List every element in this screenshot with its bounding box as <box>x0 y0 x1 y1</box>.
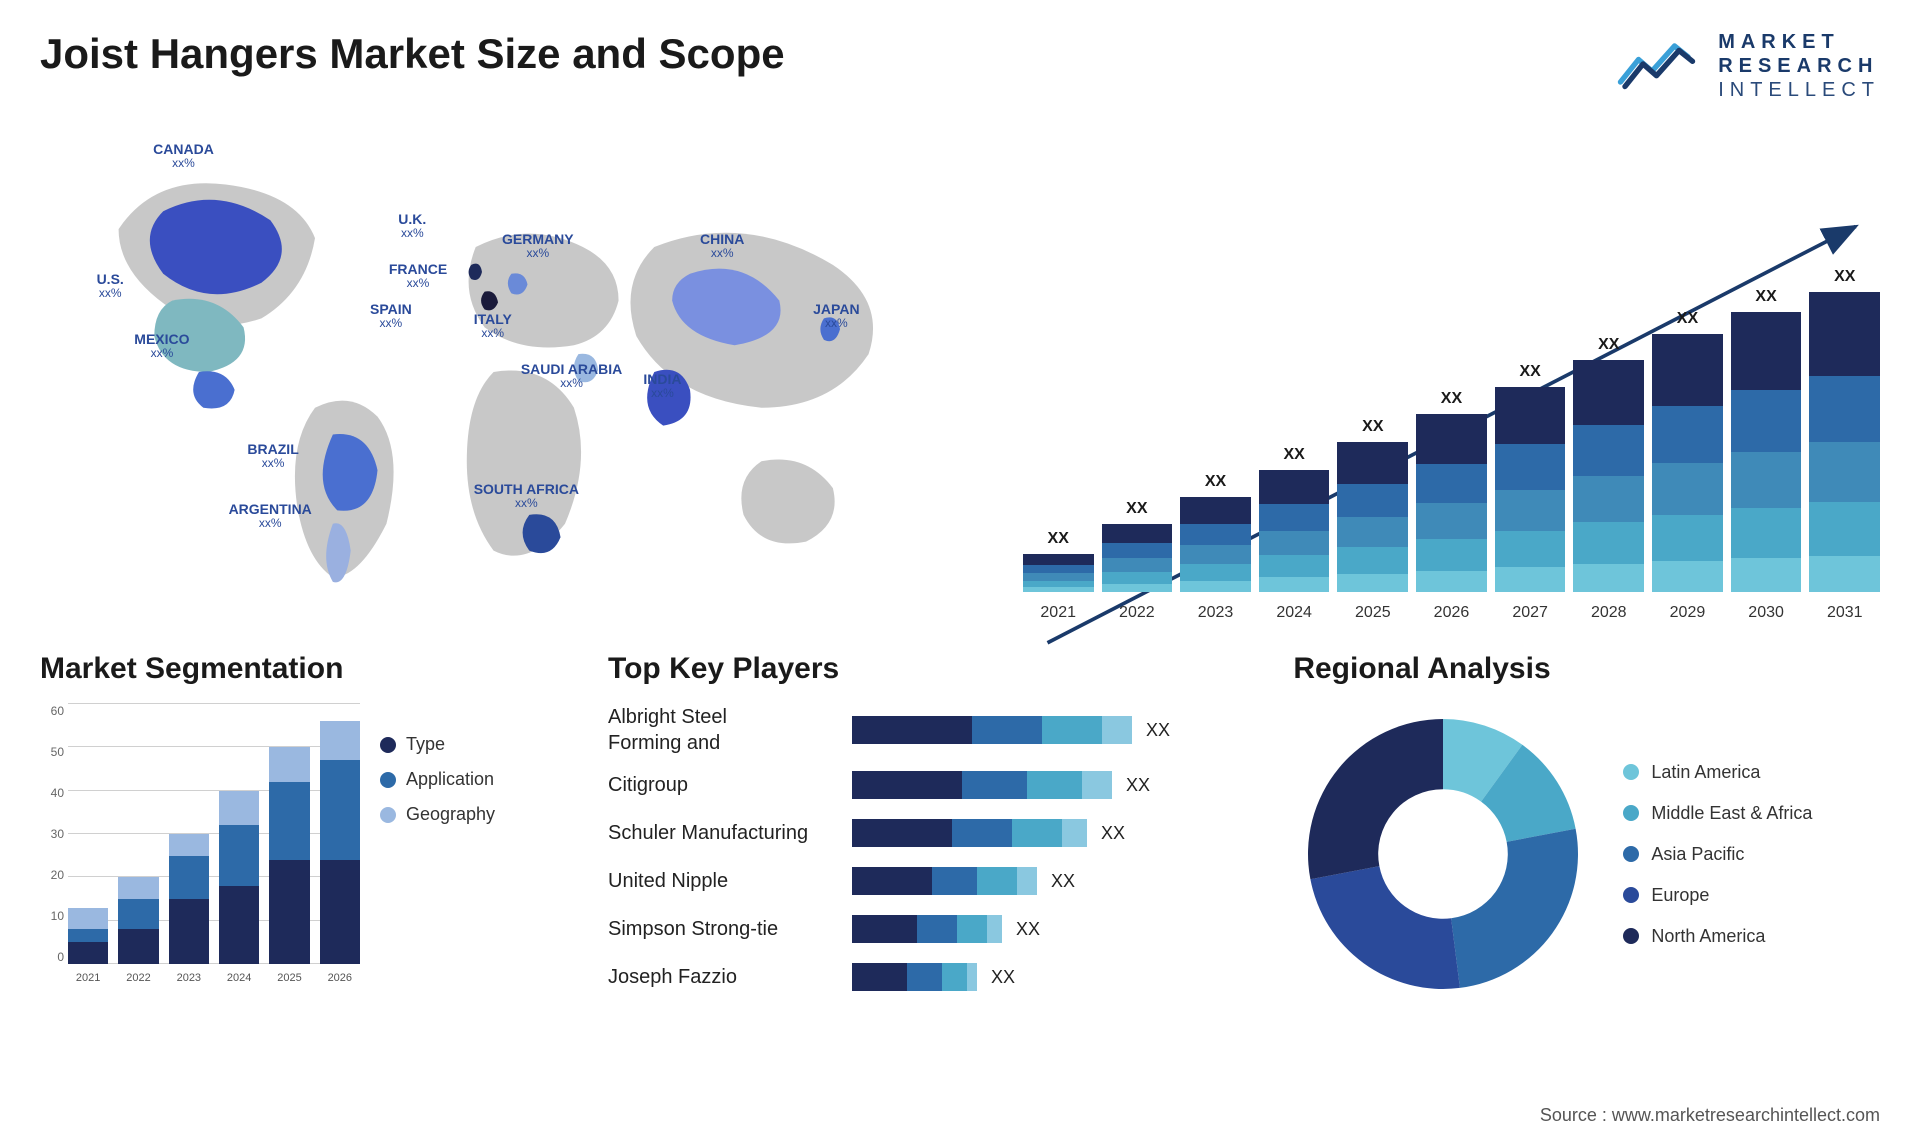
map-country-label: CHINAxx% <box>700 232 744 261</box>
player-row: Joseph FazzioXX <box>608 958 1253 996</box>
brand-logo: MARKET RESEARCH INTELLECT <box>1616 30 1880 102</box>
map-country-label: SOUTH AFRICAxx% <box>474 482 579 511</box>
map-country-label: CANADAxx% <box>153 142 214 171</box>
map-country-label: U.S.xx% <box>97 272 124 301</box>
regional-title: Regional Analysis <box>1293 652 1880 686</box>
growth-bar: XX <box>1731 288 1802 592</box>
logo-line3: INTELLECT <box>1718 78 1880 102</box>
player-row: Schuler ManufacturingXX <box>608 814 1253 852</box>
map-country-label: SAUDI ARABIAxx% <box>521 362 622 391</box>
legend-item: North America <box>1623 926 1812 947</box>
map-country-label: GERMANYxx% <box>502 232 574 261</box>
map-country-label: ARGENTINAxx% <box>229 502 312 531</box>
segmentation-legend: Type Application Geography <box>380 704 495 984</box>
growth-bar: XX <box>1102 500 1173 592</box>
logo-line1: MARKET <box>1718 30 1880 54</box>
legend-item: Latin America <box>1623 762 1812 783</box>
legend-item: Europe <box>1623 885 1812 906</box>
legend-item: Middle East & Africa <box>1623 803 1812 824</box>
source-attribution: Source : www.marketresearchintellect.com <box>1540 1105 1880 1126</box>
player-row: Albright SteelForming andXX <box>608 704 1253 756</box>
growth-bar: XX <box>1573 336 1644 592</box>
segmentation-title: Market Segmentation <box>40 652 568 686</box>
regional-donut: Latin America Middle East & Africa Asia Pa… <box>1293 704 1880 1004</box>
growth-bar: XX <box>1337 418 1408 592</box>
logo-mark-icon <box>1616 34 1706 99</box>
map-country-label: BRAZILxx% <box>247 442 298 471</box>
growth-bar: XX <box>1259 446 1330 592</box>
map-country-label: INDIAxx% <box>643 372 681 401</box>
donut-slice <box>1308 719 1443 879</box>
player-row: Simpson Strong-tieXX <box>608 910 1253 948</box>
growth-bar: XX <box>1416 390 1487 592</box>
player-row: United NippleXX <box>608 862 1253 900</box>
world-map-icon <box>40 122 983 622</box>
map-country-label: JAPANxx% <box>813 302 859 331</box>
logo-line2: RESEARCH <box>1718 54 1880 78</box>
segmentation-bar <box>219 791 259 964</box>
segmentation-chart: 0102030405060 202120222023202420252026 T… <box>40 704 568 984</box>
growth-bar: XX <box>1652 310 1723 592</box>
map-country-label: FRANCExx% <box>389 262 447 291</box>
growth-chart-panel: XXXXXXXXXXXXXXXXXXXXXX 20212022202320242… <box>1023 122 1880 622</box>
segmentation-bar <box>320 721 360 964</box>
players-chart: Albright SteelForming andXX CitigroupXX Sc… <box>608 704 1253 996</box>
legend-item: Geography <box>380 804 495 825</box>
growth-bar: XX <box>1809 268 1880 592</box>
map-country-label: U.K.xx% <box>398 212 426 241</box>
segmentation-bar <box>68 908 108 964</box>
map-country-label: ITALYxx% <box>474 312 512 341</box>
growth-bar: XX <box>1495 363 1566 592</box>
growth-bar: XX <box>1180 473 1251 592</box>
segmentation-bar <box>169 834 209 964</box>
growth-bar: XX <box>1023 530 1094 592</box>
donut-slice <box>1451 829 1578 988</box>
regional-legend: Latin America Middle East & Africa Asia Pa… <box>1623 762 1812 947</box>
map-country-label: SPAINxx% <box>370 302 412 331</box>
legend-item: Asia Pacific <box>1623 844 1812 865</box>
world-map-panel: CANADAxx% U.S.xx% MEXICOxx% BRAZILxx% ARGENT… <box>40 122 983 622</box>
segmentation-bar <box>118 877 158 964</box>
donut-slice <box>1311 866 1461 989</box>
segmentation-bar <box>269 747 309 964</box>
player-row: CitigroupXX <box>608 766 1253 804</box>
map-country-label: MEXICOxx% <box>134 332 189 361</box>
legend-item: Application <box>380 769 495 790</box>
players-title: Top Key Players <box>608 652 1253 686</box>
legend-item: Type <box>380 734 495 755</box>
page-title: Joist Hangers Market Size and Scope <box>40 30 785 78</box>
